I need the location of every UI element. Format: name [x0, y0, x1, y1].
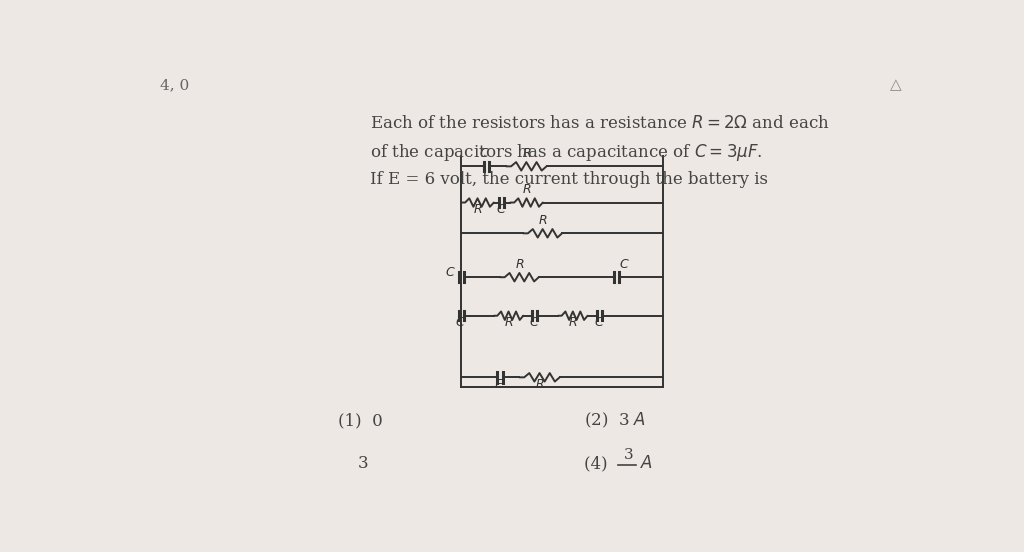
Text: (1)  0: (1) 0	[338, 412, 383, 429]
Text: $C$: $C$	[455, 316, 466, 329]
Text: $R$: $R$	[568, 316, 578, 329]
Text: $R$: $R$	[538, 214, 548, 227]
Text: $C$: $C$	[445, 266, 456, 279]
Text: (4): (4)	[585, 455, 618, 472]
Text: Each of the resistors has a resistance $R=2\Omega$ and each
of the capacitors ha: Each of the resistors has a resistance $…	[370, 115, 829, 188]
Text: (2)  3 $A$: (2) 3 $A$	[585, 411, 646, 430]
Text: $E$: $E$	[495, 378, 504, 391]
Text: $C$: $C$	[528, 316, 540, 329]
Text: $A$: $A$	[640, 455, 653, 472]
Text: $C$: $C$	[497, 203, 507, 215]
Text: $R$: $R$	[522, 183, 531, 197]
Text: $R$: $R$	[504, 316, 513, 329]
Text: $R$: $R$	[473, 203, 482, 215]
Text: $R$: $R$	[515, 258, 524, 271]
Text: 3: 3	[358, 455, 369, 472]
Text: $C$: $C$	[618, 258, 630, 271]
Text: $R$: $R$	[521, 147, 531, 160]
Text: $R$: $R$	[535, 378, 545, 391]
Text: $C$: $C$	[479, 147, 489, 160]
Text: $C$: $C$	[594, 316, 604, 329]
Text: 3: 3	[624, 448, 634, 463]
Text: △: △	[890, 78, 902, 93]
Text: 4, 0: 4, 0	[160, 78, 189, 93]
